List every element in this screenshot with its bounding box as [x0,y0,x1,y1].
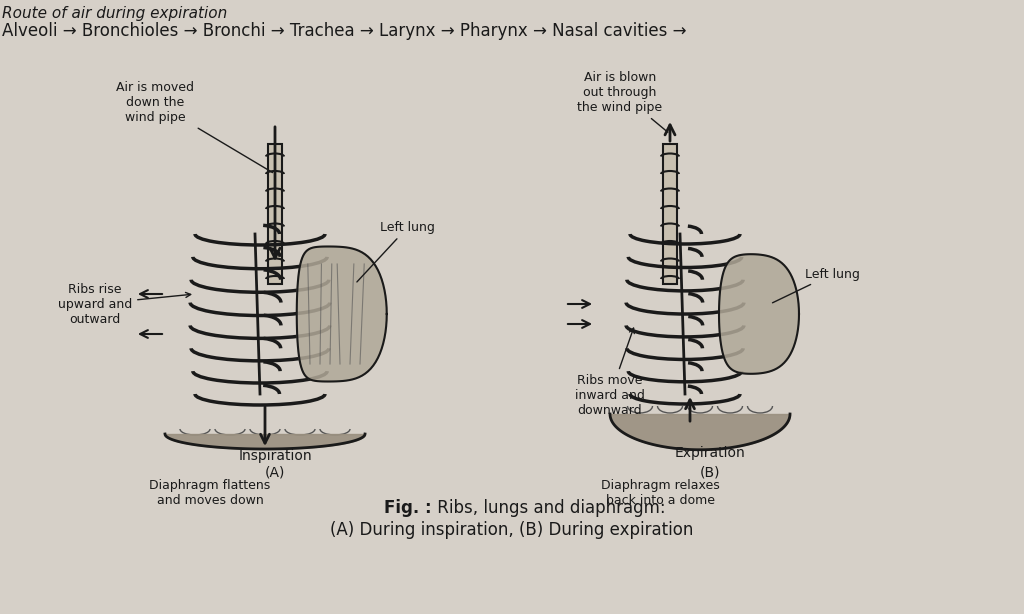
Text: Route of air during expiration: Route of air during expiration [2,6,227,21]
Text: Fig. :: Fig. : [384,499,432,517]
Polygon shape [719,254,799,374]
Text: (A) During inspiration, (B) During expiration: (A) During inspiration, (B) During expir… [331,521,693,539]
Text: Expiration: Expiration [675,446,745,460]
Text: (A): (A) [265,466,286,480]
Polygon shape [297,246,387,381]
Text: Diaphragm relaxes
back into a dome: Diaphragm relaxes back into a dome [601,479,720,507]
Text: Left lung: Left lung [772,268,860,303]
Text: Air is moved
down the
wind pipe: Air is moved down the wind pipe [116,81,272,173]
Text: Diaphragm flattens
and moves down: Diaphragm flattens and moves down [150,479,270,507]
Text: Inspiration: Inspiration [239,449,312,463]
Text: Ribs rise
upward and
outward: Ribs rise upward and outward [58,282,190,325]
Text: Left lung: Left lung [357,221,435,282]
Text: Ribs move
inward and
downward: Ribs move inward and downward [575,328,645,417]
FancyBboxPatch shape [663,144,677,284]
Text: Air is blown
out through
the wind pipe: Air is blown out through the wind pipe [578,71,668,132]
Text: Ribs, lungs and diaphragm:: Ribs, lungs and diaphragm: [432,499,666,517]
Text: (B): (B) [699,466,720,480]
Text: Alveoli → Bronchioles → Bronchi → Trachea → Larynx → Pharynx → Nasal cavities →: Alveoli → Bronchioles → Bronchi → Trache… [2,22,686,40]
FancyBboxPatch shape [268,144,282,284]
